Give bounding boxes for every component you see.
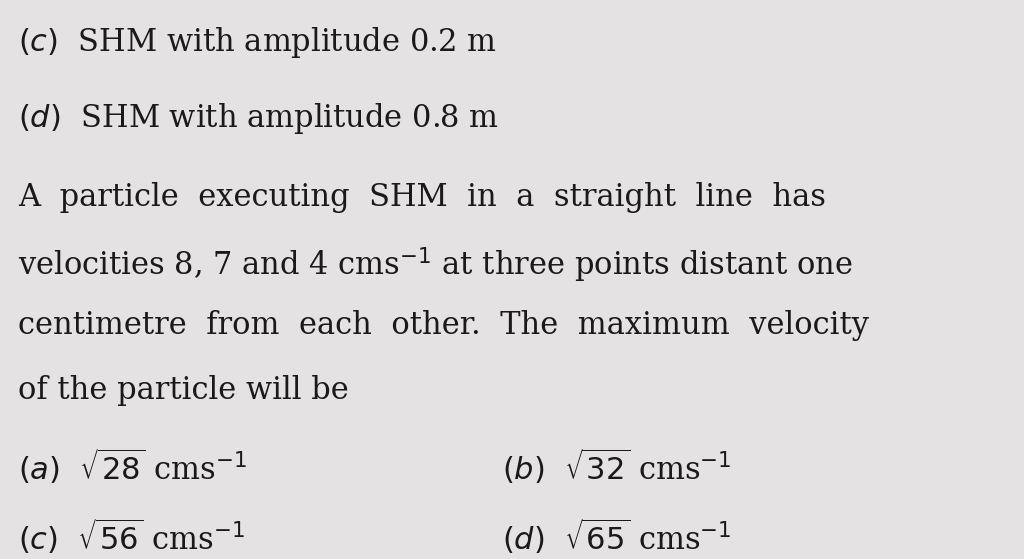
Text: $(d)$  SHM with amplitude 0.8 m: $(d)$ SHM with amplitude 0.8 m bbox=[18, 101, 500, 136]
Text: $(c)$  $\sqrt{56}$ cms$^{-1}$: $(c)$ $\sqrt{56}$ cms$^{-1}$ bbox=[18, 517, 246, 557]
Text: of the particle will be: of the particle will be bbox=[18, 375, 349, 405]
Text: $(b)$  $\sqrt{32}$ cms$^{-1}$: $(b)$ $\sqrt{32}$ cms$^{-1}$ bbox=[502, 447, 731, 487]
Text: $(a)$  $\sqrt{28}$ cms$^{-1}$: $(a)$ $\sqrt{28}$ cms$^{-1}$ bbox=[18, 447, 247, 487]
Text: $(d)$  $\sqrt{65}$ cms$^{-1}$: $(d)$ $\sqrt{65}$ cms$^{-1}$ bbox=[502, 517, 731, 557]
Text: velocities 8, 7 and 4 cms$^{-1}$ at three points distant one: velocities 8, 7 and 4 cms$^{-1}$ at thre… bbox=[18, 246, 853, 286]
Text: $(c)$  SHM with amplitude 0.2 m: $(c)$ SHM with amplitude 0.2 m bbox=[18, 25, 497, 60]
Text: A  particle  executing  SHM  in  a  straight  line  has: A particle executing SHM in a straight l… bbox=[18, 182, 826, 212]
Text: centimetre  from  each  other.  The  maximum  velocity: centimetre from each other. The maximum … bbox=[18, 310, 869, 341]
